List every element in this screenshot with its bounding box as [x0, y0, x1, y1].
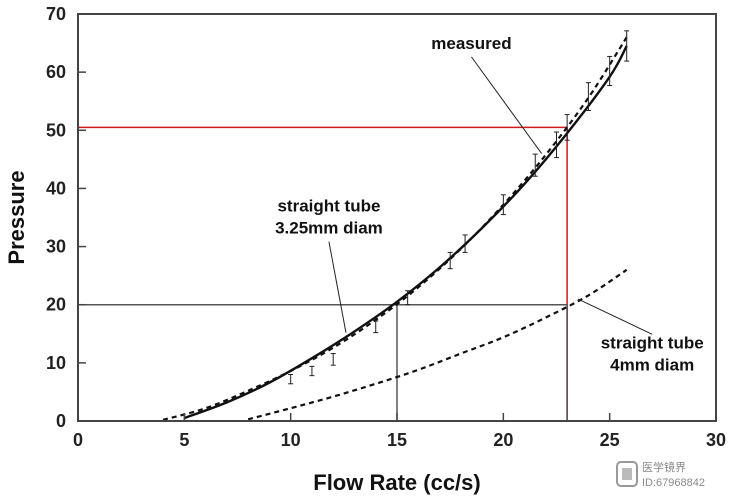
y-tick-label: 70: [46, 4, 66, 24]
error-bars: [288, 30, 630, 385]
y-tick-label: 0: [56, 411, 66, 431]
watermark: 医学镜界 ID:67968842: [616, 460, 705, 489]
annotations: measured straight tube 3.25mm diam straight…: [275, 34, 704, 374]
x-tick-label: 10: [281, 430, 301, 450]
series-line-1: [183, 45, 628, 420]
reference-lines: [78, 126, 568, 421]
annotation-label: 4mm diam: [610, 355, 694, 374]
x-tick-label: 5: [179, 430, 189, 450]
series-line-2: [162, 36, 628, 421]
y-tick-label: 50: [46, 120, 66, 140]
series-line-3: [247, 268, 628, 421]
series-layer: [162, 36, 628, 421]
annotation-leader-line: [577, 298, 653, 335]
annotation-label: straight tube: [601, 333, 704, 352]
y-tick-label: 10: [46, 353, 66, 373]
y-tick-label: 30: [46, 237, 66, 257]
x-tick-label: 15: [387, 430, 407, 450]
y-tick-label: 60: [46, 62, 66, 82]
annotation-label: measured: [431, 34, 511, 53]
watermark-icon-inner: [622, 468, 632, 480]
annotation-label: straight tube: [277, 197, 380, 216]
watermark-id: ID:67968842: [642, 477, 705, 489]
x-ticks: 0 5 10 15 20 25 30: [73, 413, 726, 450]
x-tick-label: 0: [73, 430, 83, 450]
x-axis-title: Flow Rate (cc/s): [313, 470, 480, 495]
x-tick-label: 30: [706, 430, 726, 450]
watermark-title: 医学镜界: [642, 460, 686, 474]
y-tick-label: 40: [46, 178, 66, 198]
x-tick-label: 20: [493, 430, 513, 450]
annotation-leader-line: [328, 241, 347, 333]
y-axis-title: Pressure: [4, 170, 29, 264]
annotation-leader-line: [471, 56, 543, 154]
x-tick-label: 25: [600, 430, 620, 450]
y-ticks: 0 10 20 30 40 50 60 70: [46, 4, 86, 431]
annotation-label: 3.25mm diam: [275, 219, 383, 238]
y-tick-label: 20: [46, 295, 66, 315]
watermark-icon: [616, 461, 638, 487]
